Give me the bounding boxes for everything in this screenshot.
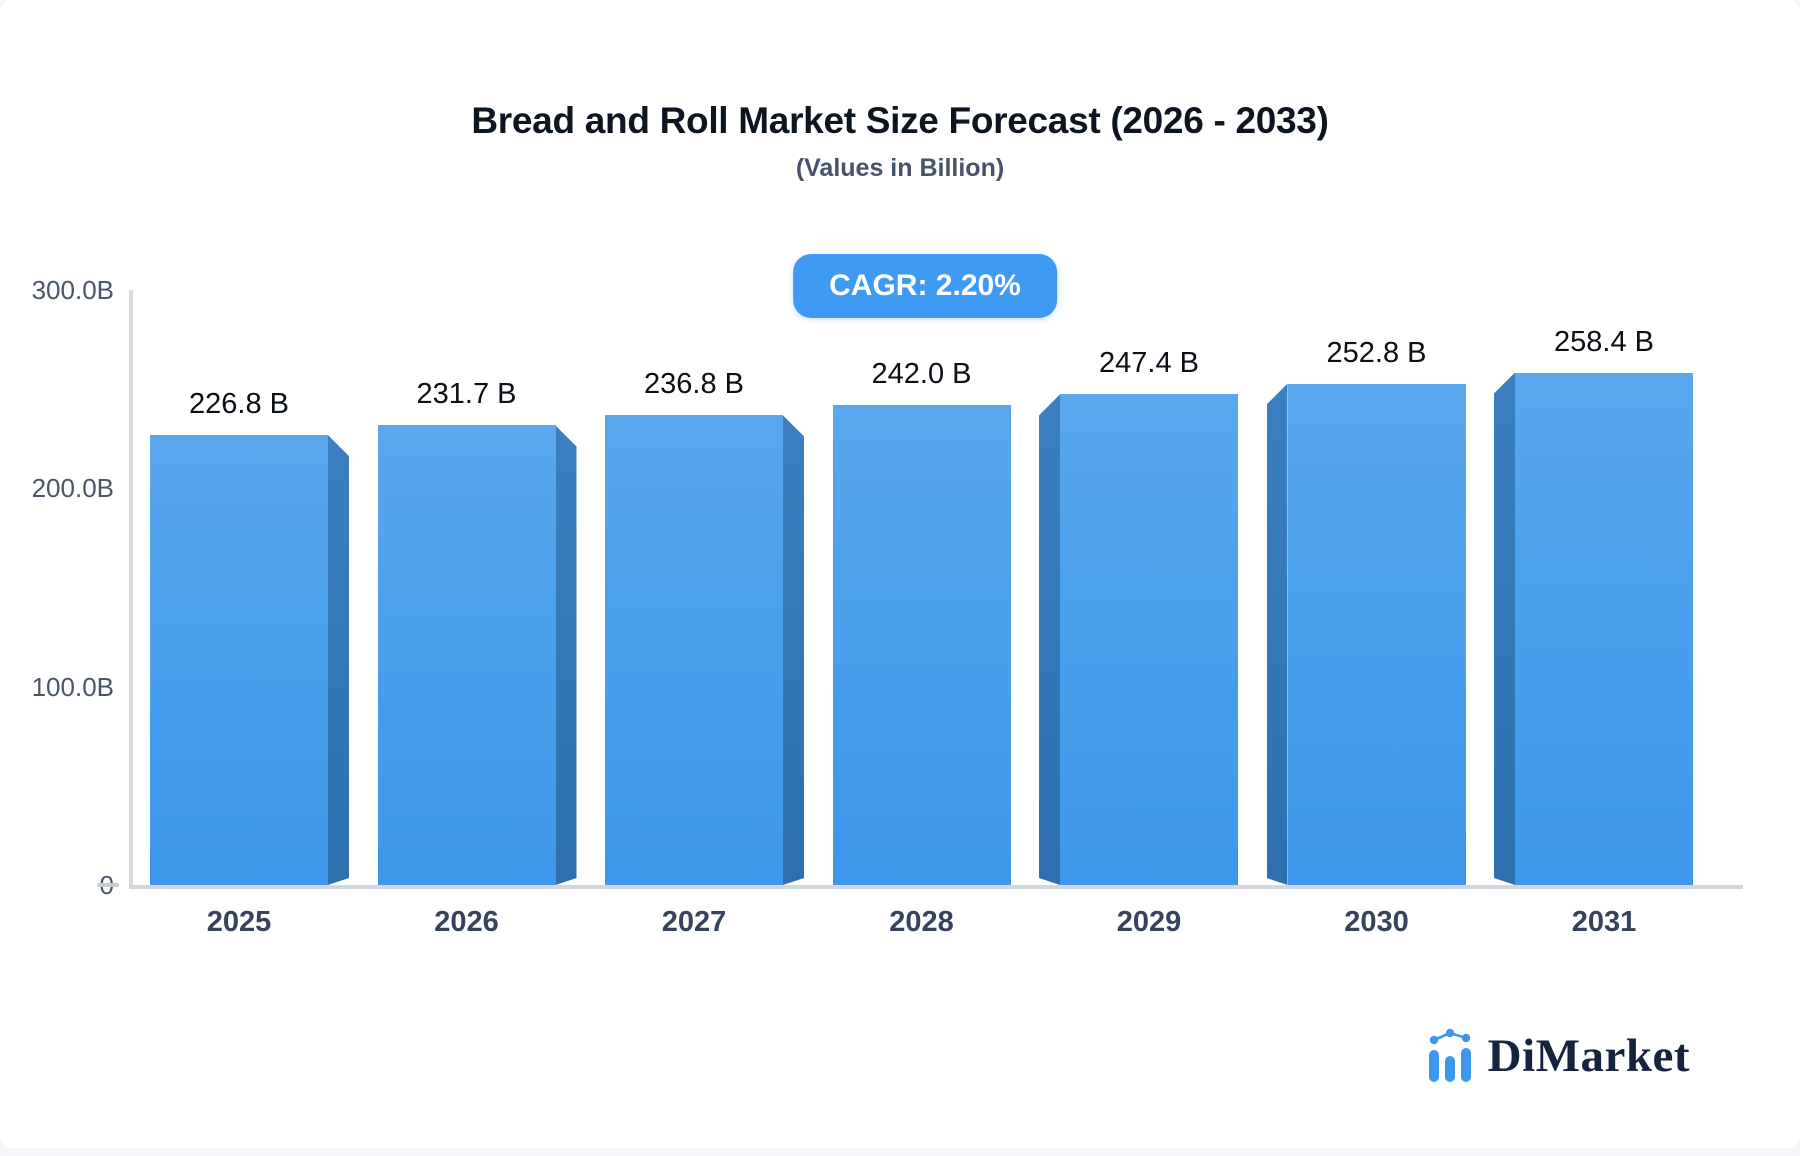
x-tick-label: 2027 (661, 906, 727, 938)
chart-subtitle: (Values in Billion) (795, 154, 1005, 182)
bar-value-label: 258.4 B (1554, 325, 1654, 358)
bar-2031 (1515, 372, 1693, 885)
bar-value-label: 236.8 B (644, 368, 744, 401)
bar-2026 (377, 425, 556, 885)
bar-value-label: 231.7 B (416, 378, 517, 411)
y-tick-label: 300.0B (31, 275, 114, 305)
cagr-badge: CAGR: 2.20% (793, 254, 1057, 318)
x-tick-label: 2028 (889, 906, 954, 938)
bar-side-2031 (1494, 373, 1515, 885)
bar-2028 (832, 405, 1011, 885)
bar-side-2025 (328, 435, 349, 885)
bar-2025 (150, 435, 328, 885)
y-tick-mark (97, 883, 119, 887)
bar-line-chart-icon (1428, 1028, 1471, 1082)
bar-side-2027 (783, 415, 804, 885)
x-tick-label: 2026 (434, 906, 499, 938)
bar-side-2026 (556, 425, 577, 885)
bar-2029 (1060, 394, 1238, 885)
bar-value-label: 252.8 B (1326, 336, 1427, 369)
y-axis-line (129, 290, 133, 889)
x-tick-label: 2030 (1344, 906, 1409, 938)
bar-value-label: 247.4 B (1099, 347, 1199, 380)
chart-title: Bread and Roll Market Size Forecast (202… (471, 100, 1329, 141)
y-tick-label: 100.0B (31, 671, 114, 702)
bar-side-2029 (1039, 394, 1060, 885)
dimarket-logo-text: DiMarket (1487, 1029, 1690, 1082)
dimarket-logo: DiMarket (1427, 1028, 1690, 1084)
x-tick-label: 2025 (206, 906, 272, 938)
x-tick-label: 2031 (1571, 906, 1637, 938)
bar-value-label: 242.0 B (871, 358, 972, 391)
x-axis-line (129, 885, 1743, 889)
bar-2027 (605, 415, 783, 885)
bar-value-label: 226.8 B (189, 388, 289, 421)
y-tick-label: 200.0B (31, 473, 114, 504)
x-tick-label: 2029 (1116, 906, 1182, 938)
bar-side-2030 (1267, 384, 1288, 885)
bar-2030 (1287, 383, 1466, 885)
